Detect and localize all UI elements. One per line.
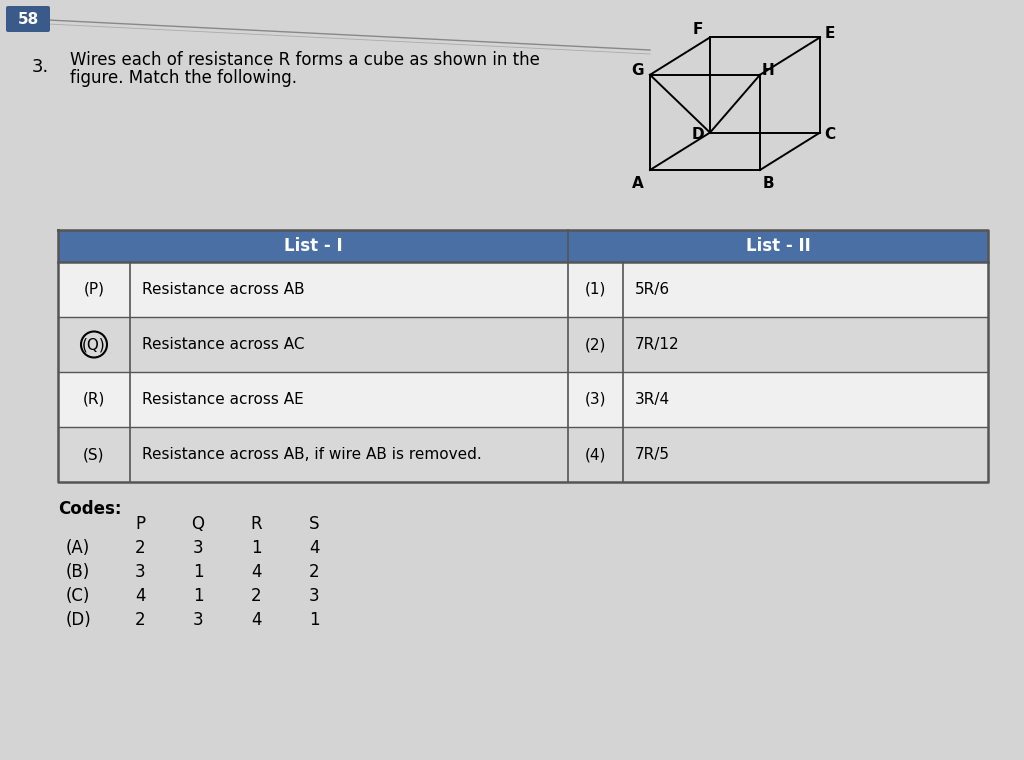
Text: C: C [824,127,836,142]
FancyBboxPatch shape [58,372,988,427]
Text: S: S [309,515,319,533]
Text: (S): (S) [83,447,104,462]
Text: R: R [250,515,262,533]
Text: 3: 3 [135,563,145,581]
Text: A: A [632,176,644,191]
Text: Resistance across AB, if wire AB is removed.: Resistance across AB, if wire AB is remo… [142,447,481,462]
Text: 2: 2 [308,563,319,581]
Text: 58: 58 [17,11,39,27]
Text: List - II: List - II [745,237,810,255]
Text: 3: 3 [308,587,319,605]
FancyBboxPatch shape [58,262,988,317]
Text: (B): (B) [66,563,90,581]
Text: (A): (A) [66,539,90,557]
FancyBboxPatch shape [58,427,988,482]
Text: Resistance across AE: Resistance across AE [142,392,304,407]
Text: 4: 4 [309,539,319,557]
Text: 2: 2 [135,539,145,557]
Text: Codes:: Codes: [58,500,122,518]
Text: 1: 1 [251,539,261,557]
Text: 3R/4: 3R/4 [635,392,670,407]
Text: 4: 4 [251,611,261,629]
Text: D: D [691,127,705,142]
Text: F: F [693,22,703,37]
Text: 2: 2 [251,587,261,605]
FancyBboxPatch shape [58,230,988,262]
Text: List - I: List - I [284,237,342,255]
Text: (4): (4) [585,447,606,462]
Text: (R): (R) [83,392,105,407]
Text: 3.: 3. [32,58,49,76]
Text: (2): (2) [585,337,606,352]
Text: (D): (D) [66,611,92,629]
Text: 4: 4 [251,563,261,581]
Text: B: B [762,176,774,191]
Text: 5R/6: 5R/6 [635,282,670,297]
Text: Resistance across AC: Resistance across AC [142,337,304,352]
Text: (C): (C) [66,587,90,605]
Text: (P): (P) [84,282,104,297]
Text: 3: 3 [193,539,204,557]
Text: (1): (1) [585,282,606,297]
Text: (3): (3) [585,392,606,407]
Text: H: H [762,63,774,78]
FancyBboxPatch shape [6,6,50,32]
Text: P: P [135,515,145,533]
Text: Wires each of resistance R forms a cube as shown in the: Wires each of resistance R forms a cube … [70,51,540,69]
Text: figure. Match the following.: figure. Match the following. [70,69,297,87]
Text: E: E [824,26,836,41]
Text: 7R/5: 7R/5 [635,447,670,462]
Text: G: G [632,63,644,78]
Text: Q: Q [191,515,205,533]
Text: Resistance across AB: Resistance across AB [142,282,304,297]
Text: 3: 3 [193,611,204,629]
Text: 4: 4 [135,587,145,605]
Text: 1: 1 [308,611,319,629]
FancyBboxPatch shape [58,317,988,372]
Text: 1: 1 [193,563,204,581]
Text: 7R/12: 7R/12 [635,337,680,352]
Text: 1: 1 [193,587,204,605]
Text: 2: 2 [135,611,145,629]
Text: (Q): (Q) [82,337,105,352]
